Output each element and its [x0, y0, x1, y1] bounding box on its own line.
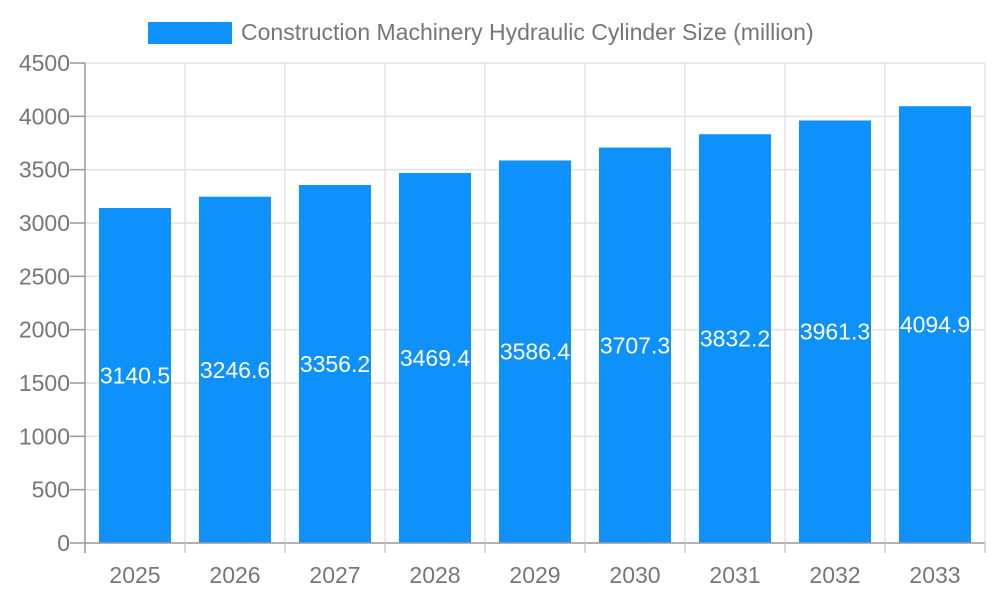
x-tick-label: 2027: [309, 562, 360, 588]
bar-value-label: 3832.2: [700, 326, 770, 352]
y-tick-label: 3500: [19, 157, 70, 183]
x-tick-label: 2032: [809, 562, 860, 588]
x-tick-label: 2030: [609, 562, 660, 588]
bar[interactable]: [199, 196, 271, 544]
bar-value-label: 3961.3: [800, 319, 870, 345]
y-tick-label: 4000: [19, 103, 70, 129]
legend-item[interactable]: Construction Machinery Hydraulic Cylinde…: [148, 21, 814, 44]
y-tick-label: 4500: [19, 50, 70, 76]
bar-value-label: 3707.3: [600, 332, 670, 358]
y-tick-label: 1000: [19, 423, 70, 449]
y-tick-label: 3000: [19, 210, 70, 236]
y-tick-label: 0: [57, 530, 70, 556]
bar[interactable]: [399, 172, 471, 543]
bar-value-label: 3356.2: [300, 351, 370, 377]
legend-label: Construction Machinery Hydraulic Cylinde…: [241, 19, 814, 45]
bar-value-label: 3586.4: [500, 339, 571, 365]
x-tick-label: 2033: [909, 562, 960, 588]
bar[interactable]: [599, 147, 671, 543]
x-tick-label: 2026: [209, 562, 260, 588]
bar-value-label: 3469.4: [400, 345, 471, 371]
x-tick-label: 2031: [709, 562, 760, 588]
y-tick-label: 1500: [19, 370, 70, 396]
legend-swatch-icon: [148, 21, 232, 44]
bar[interactable]: [799, 120, 871, 543]
bar[interactable]: [99, 208, 171, 543]
bar[interactable]: [299, 185, 371, 543]
bar[interactable]: [699, 134, 771, 543]
bar-value-label: 3140.5: [100, 363, 170, 389]
x-tick-label: 2028: [409, 562, 460, 588]
bar-value-label: 3246.6: [200, 357, 270, 383]
bar-value-label: 4094.9: [900, 312, 970, 338]
bar[interactable]: [899, 106, 971, 543]
bar[interactable]: [499, 160, 571, 543]
y-tick-label: 500: [32, 477, 70, 503]
x-tick-label: 2025: [109, 562, 160, 588]
y-tick-label: 2000: [19, 317, 70, 343]
y-tick-label: 2500: [19, 263, 70, 289]
x-tick-label: 2029: [509, 562, 560, 588]
